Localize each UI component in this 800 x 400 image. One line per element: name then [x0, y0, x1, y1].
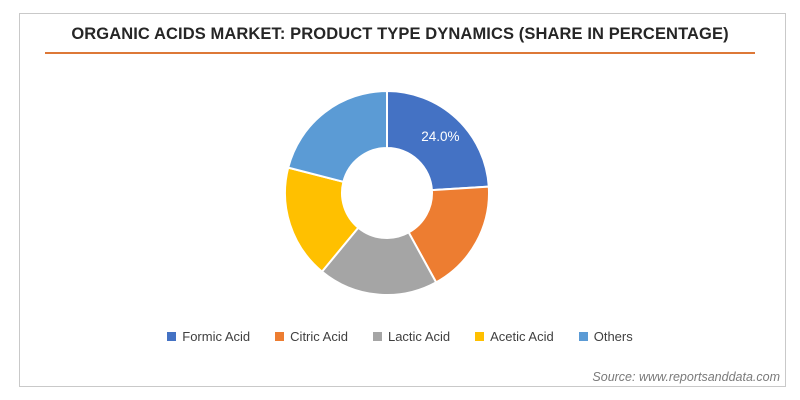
- slice-value-label: 24.0%: [421, 129, 459, 144]
- legend-item-citric-acid: Citric Acid: [275, 329, 348, 344]
- legend-label-lactic-acid: Lactic Acid: [387, 329, 451, 344]
- legend-label-citric-acid: Citric Acid: [290, 329, 348, 344]
- legend-item-lactic-acid: Lactic Acid: [372, 329, 451, 344]
- legend-swatch-formic-acid: [167, 332, 177, 341]
- title-divider: [45, 52, 755, 54]
- legend-item-formic-acid: Formic Acid: [167, 329, 250, 344]
- legend-item-others: Others: [578, 329, 633, 344]
- legend-label-acetic-acid: Acetic Acid: [490, 329, 554, 344]
- legend-swatch-lactic-acid: [372, 332, 382, 341]
- donut-slice-lactic-acid: [320, 226, 438, 296]
- legend-label-others: Others: [593, 329, 633, 344]
- legend-swatch-others: [578, 332, 588, 341]
- chart-title: ORGANIC ACIDS MARKET: PRODUCT TYPE DYNAM…: [71, 25, 729, 43]
- source-attribution: Source: www.reportsanddata.com: [592, 370, 780, 384]
- legend-swatch-acetic-acid: [475, 332, 485, 341]
- chart-legend: Formic Acid Citric Acid Lactic Acid Acet…: [0, 329, 800, 344]
- donut-slice-others: [287, 90, 388, 183]
- donut-slice-formic-acid: [386, 90, 490, 192]
- legend-label-formic-acid: Formic Acid: [182, 329, 251, 344]
- legend-swatch-citric-acid: [275, 332, 285, 341]
- chart-frame: [19, 13, 786, 387]
- legend-item-acetic-acid: Acetic Acid: [475, 329, 554, 344]
